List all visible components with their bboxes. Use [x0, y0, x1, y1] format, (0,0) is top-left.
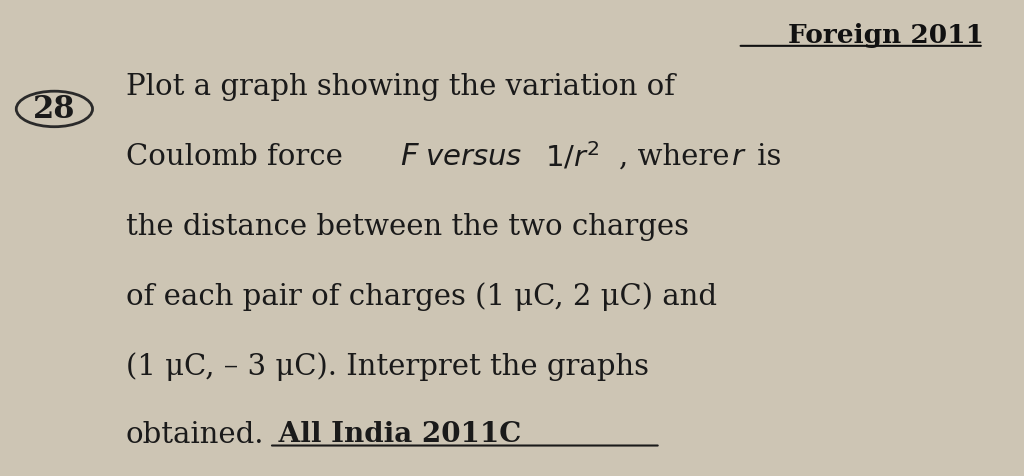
- Text: $\it{F}$: $\it{F}$: [399, 141, 420, 172]
- Text: 28: 28: [33, 94, 76, 125]
- Text: $\it{r}$: $\it{r}$: [731, 142, 746, 170]
- Text: All India 2011C: All India 2011C: [269, 420, 521, 447]
- Text: obtained.: obtained.: [126, 420, 264, 448]
- Text: $\it{versus}$: $\it{versus}$: [425, 142, 522, 170]
- Text: , where: , where: [620, 142, 739, 170]
- Text: (1 μC, – 3 μC). Interpret the graphs: (1 μC, – 3 μC). Interpret the graphs: [126, 352, 648, 381]
- Text: Foreign 2011: Foreign 2011: [787, 23, 984, 49]
- Text: Plot a graph showing the variation of: Plot a graph showing the variation of: [126, 72, 675, 100]
- Text: of each pair of charges (1 μC, 2 μC) and: of each pair of charges (1 μC, 2 μC) and: [126, 282, 717, 311]
- Text: is: is: [748, 142, 781, 170]
- Text: the distance between the two charges: the distance between the two charges: [126, 212, 689, 240]
- Text: Coulomb force: Coulomb force: [126, 142, 352, 170]
- Text: $1/r^2$: $1/r^2$: [545, 140, 600, 172]
